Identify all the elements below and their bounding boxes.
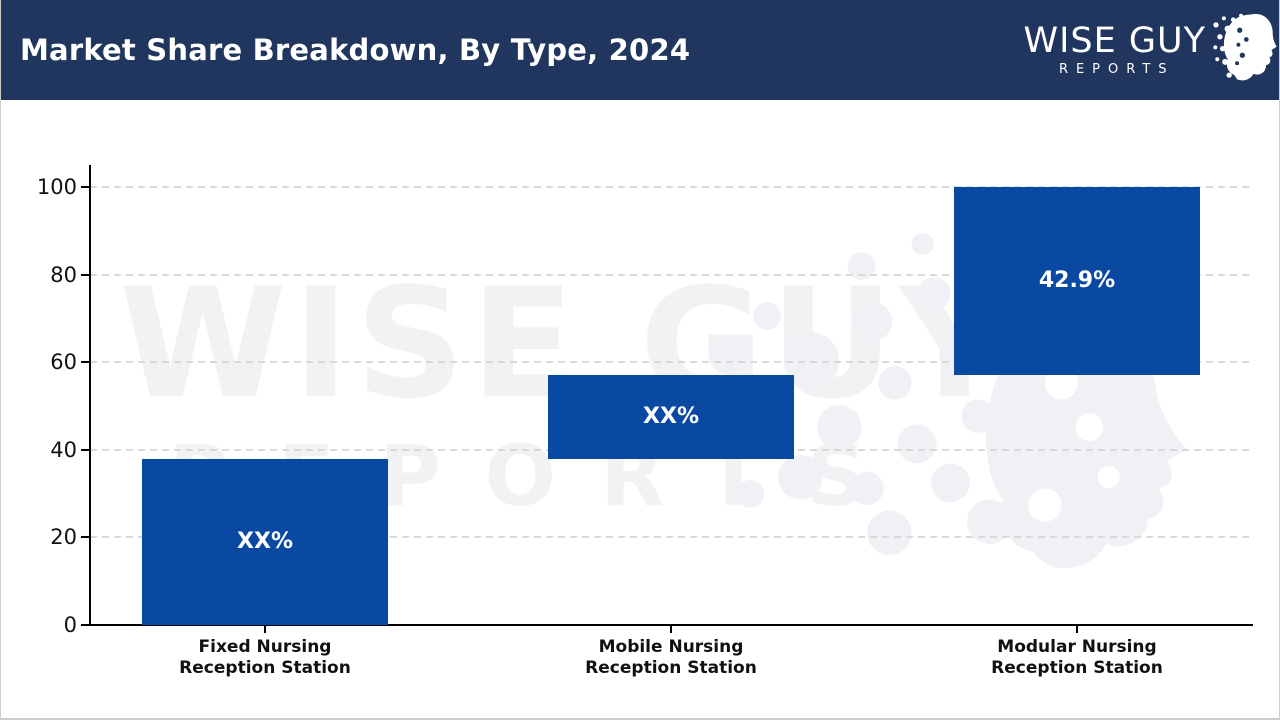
logo-face-dots-icon [1213, 13, 1277, 81]
y-tick-mark [81, 273, 89, 276]
bar-value-label: XX% [643, 404, 699, 430]
x-category-label: Mobile Nursing Reception Station [585, 637, 757, 678]
logo-tagline-text: REPORTS [1058, 62, 1175, 77]
x-tick-mark [1076, 626, 1078, 633]
y-tick-label: 20 [50, 525, 77, 550]
x-tick-mark [670, 626, 672, 633]
x-category-label: Modular Nursing Reception Station [991, 637, 1163, 678]
y-tick-mark [81, 448, 89, 451]
y-tick-label: 100 [36, 175, 77, 199]
bar-segment: XX% [142, 458, 388, 625]
x-tick-mark [264, 626, 266, 633]
logo-name-text: WISE GUY [1023, 21, 1206, 61]
header-bar: Market Share Breakdown, By Type, 2024 WI… [1, 0, 1279, 100]
page-title: Market Share Breakdown, By Type, 2024 [20, 33, 691, 67]
y-tick-mark [81, 624, 89, 626]
y-gridline [90, 361, 1253, 364]
bar-segment: 42.9% [954, 187, 1200, 375]
wise-guy-reports-logo: WISE GUY REPORTS [1023, 0, 1278, 100]
y-tick-mark [81, 536, 89, 539]
y-tick-mark [81, 361, 89, 364]
y-axis-line [89, 165, 91, 626]
y-gridline [90, 536, 1253, 539]
y-tick-label: 60 [50, 350, 77, 375]
y-tick-mark [81, 186, 89, 188]
bar-segment: XX% [548, 374, 794, 459]
x-category-label: Fixed Nursing Reception Station [179, 637, 351, 678]
y-gridline [90, 273, 1253, 276]
y-gridline [90, 186, 1253, 188]
y-tick-label: 80 [50, 262, 77, 287]
bar-value-label: 42.9% [1038, 268, 1116, 294]
y-tick-label: 40 [50, 437, 77, 462]
x-axis-line [89, 624, 1253, 626]
y-tick-label: 0 [63, 613, 77, 637]
bar-value-label: XX% [237, 529, 293, 555]
